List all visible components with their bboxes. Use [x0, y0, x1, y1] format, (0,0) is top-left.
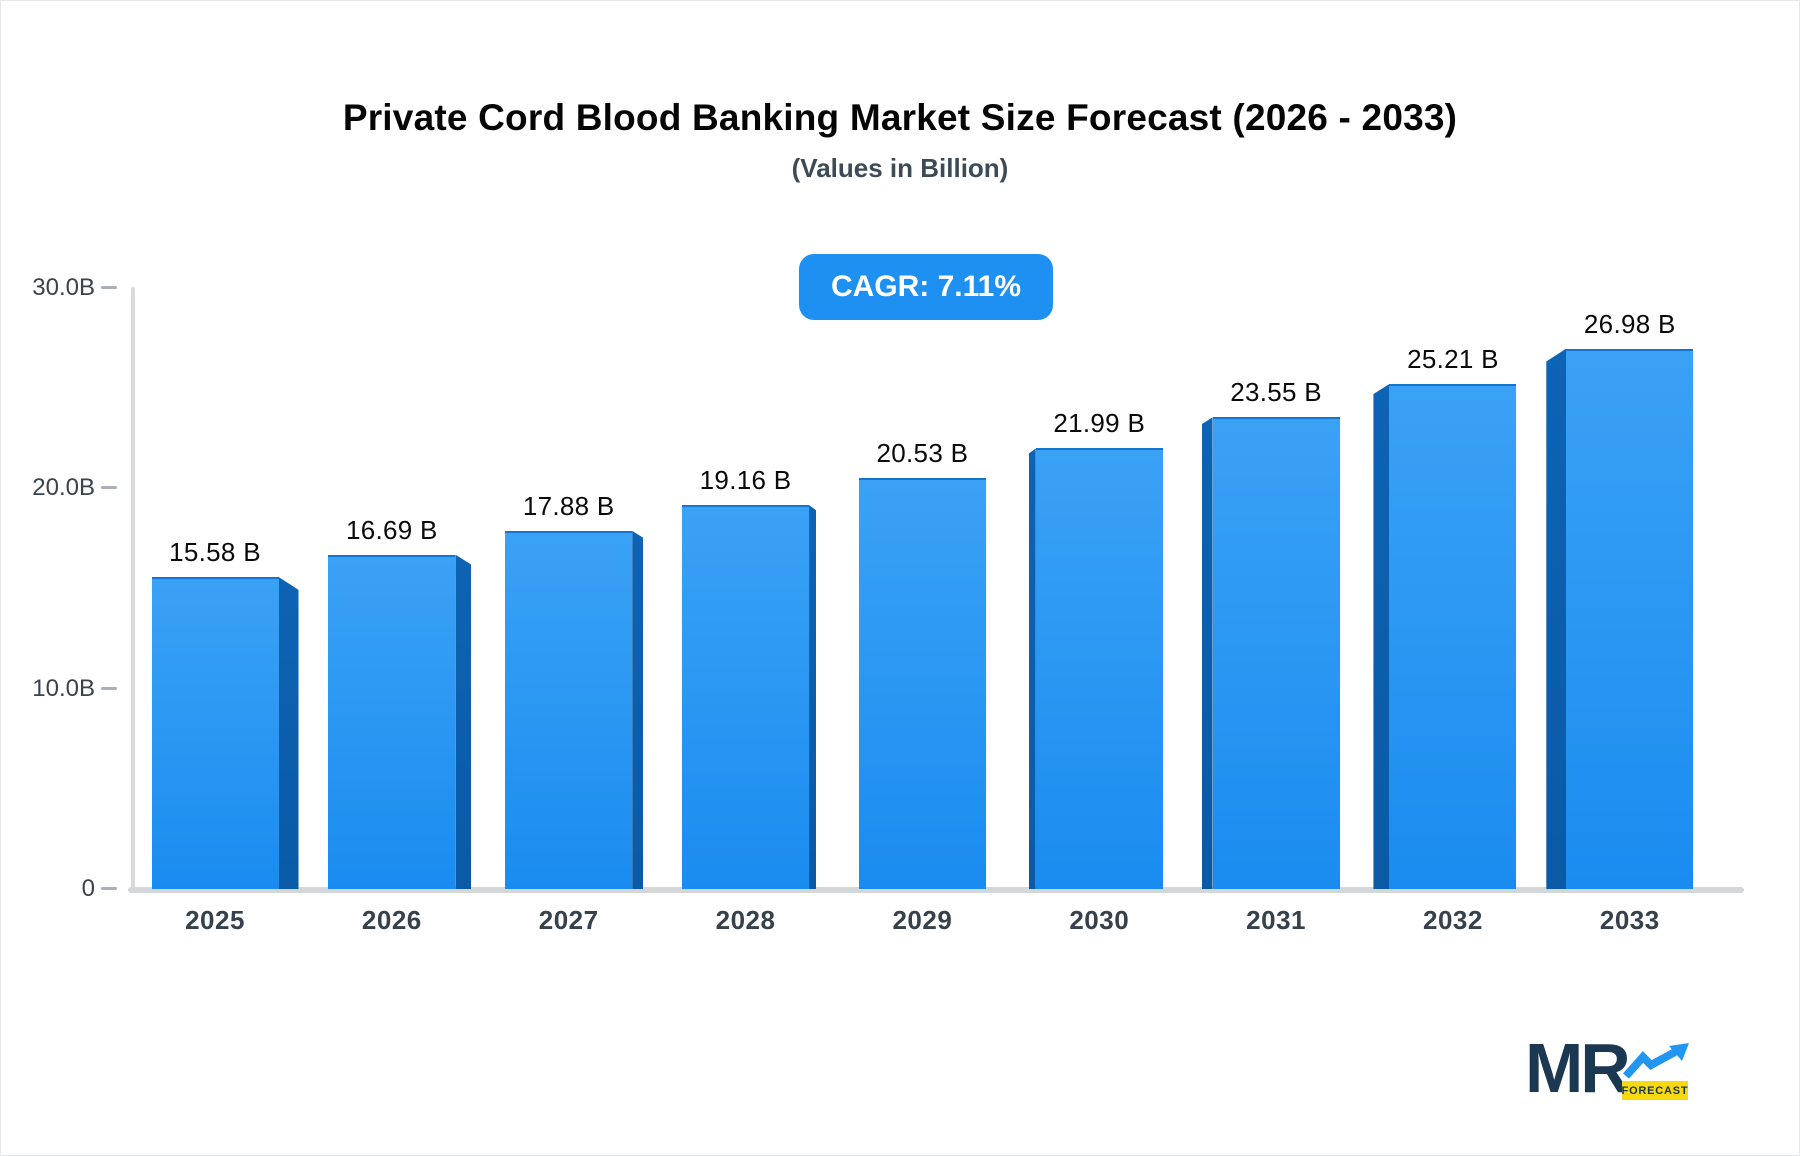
- y-axis-label-0: 0: [81, 875, 95, 902]
- chart-subtitle: (Values in Billion): [791, 153, 1009, 183]
- y-axis-tick: [101, 887, 117, 890]
- bar-2032[interactable]: [1389, 383, 1517, 889]
- bar-side-face-2026: [455, 554, 472, 889]
- bar-value-label-2030: 21.99 B: [1053, 408, 1146, 439]
- bar-2030[interactable]: [1035, 448, 1163, 889]
- x-axis-label-2030: 2030: [1069, 905, 1130, 935]
- y-axis-label-10.0B: 10.0B: [32, 674, 95, 702]
- logo-forecast-label: FORECAST: [1622, 1081, 1688, 1100]
- bar-2033[interactable]: [1566, 348, 1694, 889]
- bar-value-label-2033: 26.98 B: [1583, 308, 1676, 339]
- bar-side-face-2030: [1028, 448, 1036, 889]
- chart-header: Private Cord Blood Banking Market Size F…: [1, 97, 1799, 184]
- bar-side-face-2025: [278, 576, 299, 889]
- bar-value-label-2028: 19.16 B: [699, 465, 792, 496]
- bar-2026[interactable]: [328, 554, 456, 889]
- bar-2031[interactable]: [1212, 417, 1340, 889]
- x-axis-label-2028: 2028: [715, 905, 776, 935]
- bar-value-label-2025: 15.58 B: [169, 536, 261, 567]
- x-axis-label-2026: 2026: [361, 905, 422, 935]
- bar-2029[interactable]: [858, 477, 986, 889]
- bar-side-face-2032: [1373, 383, 1390, 889]
- x-axis-label-2032: 2032: [1423, 905, 1483, 935]
- bar-2027[interactable]: [505, 530, 633, 889]
- bar-side-face-2033: [1546, 348, 1567, 889]
- x-axis-baseline: [128, 887, 1744, 893]
- x-axis-label-2031: 2031: [1246, 905, 1307, 935]
- bar-side-face-2028: [809, 505, 817, 889]
- cagr-badge: CAGR: 7.11%: [799, 254, 1053, 320]
- cagr-badge-label: CAGR: 7.11%: [830, 270, 1022, 303]
- x-axis-label-2027: 2027: [538, 905, 599, 935]
- x-axis-label-2029: 2029: [892, 905, 953, 935]
- y-axis-tick: [101, 286, 117, 289]
- trend-up-arrow-icon: [1623, 1043, 1689, 1079]
- chart-title: Private Cord Blood Banking Market Size F…: [342, 97, 1458, 138]
- x-axis-label-2033: 2033: [1599, 905, 1660, 935]
- bar-side-face-2031: [1201, 417, 1213, 889]
- y-axis-label-30.0B: 30.0B: [32, 274, 95, 301]
- bar-value-label-2031: 23.55 B: [1230, 377, 1322, 408]
- bar-2028[interactable]: [682, 505, 810, 889]
- y-axis-line: [131, 287, 135, 893]
- x-axis-label-2025: 2025: [185, 905, 245, 935]
- bar-side-face-2027: [632, 530, 644, 889]
- bar-value-label-2029: 20.53 B: [876, 437, 969, 468]
- y-axis-tick: [101, 686, 117, 690]
- mr-forecast-logo: MR FORECAST: [1523, 1029, 1723, 1121]
- logo-wordmark: MR: [1525, 1029, 1631, 1107]
- bar-value-label-2026: 16.69 B: [345, 514, 438, 545]
- bar-value-label-2027: 17.88 B: [522, 490, 615, 521]
- y-axis-tick: [101, 486, 117, 490]
- bar-value-label-2032: 25.21 B: [1407, 343, 1499, 374]
- bar-2025[interactable]: [151, 576, 279, 889]
- y-axis-label-20.0B: 20.0B: [32, 474, 95, 502]
